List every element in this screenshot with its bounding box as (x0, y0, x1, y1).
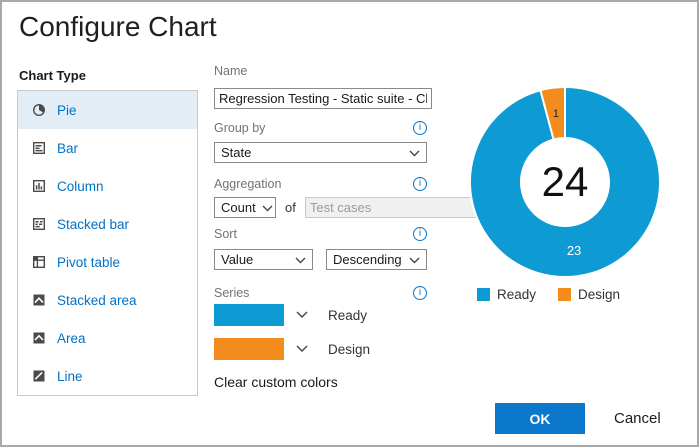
chart-type-item-label: Line (57, 368, 83, 384)
pie-chart-icon (32, 103, 46, 117)
series-label: Series (214, 286, 250, 300)
sort-label-row: Sort i (214, 227, 427, 241)
legend-swatch (558, 288, 572, 301)
chart-type-item-pie[interactable]: Pie (18, 91, 197, 129)
chart-name-input[interactable] (214, 88, 432, 109)
group-by-value: State (221, 145, 252, 160)
series-color-swatch[interactable] (214, 304, 284, 326)
chart-type-item-label: Area (57, 330, 86, 346)
info-icon[interactable]: i (413, 227, 427, 241)
chart-type-label: Chart Type (19, 68, 86, 83)
name-label-row: Name (214, 64, 427, 78)
aggregation-of-label: of (285, 200, 296, 215)
chart-type-item-label: Column (57, 178, 104, 194)
chart-type-item-label: Pivot table (57, 254, 121, 270)
chart-type-item-line[interactable]: Line (18, 357, 197, 395)
aggregation-operator-select[interactable]: Count (214, 197, 276, 218)
bar-chart-icon (32, 141, 46, 155)
series-label-row: Series i (214, 286, 427, 300)
series-name: Ready (328, 307, 368, 323)
chart-legend: Ready Design (477, 287, 620, 302)
clear-custom-colors-link[interactable]: Clear custom colors (214, 374, 338, 390)
chart-type-item-bar[interactable]: Bar (18, 129, 197, 167)
slice-value-label: 23 (567, 243, 581, 258)
pie-slice-ready (469, 85, 661, 278)
chevron-down-icon (409, 252, 420, 267)
chevron-down-icon[interactable] (296, 311, 308, 319)
chevron-down-icon (409, 145, 420, 160)
pie-slice-design (539, 85, 566, 141)
info-icon[interactable]: i (413, 177, 427, 191)
aggregation-operator-value: Count (221, 200, 256, 215)
series-name: Design (328, 341, 371, 357)
slice-value-label: 1 (553, 108, 559, 120)
area-chart-icon (32, 331, 46, 345)
series-color-swatch[interactable] (214, 338, 284, 360)
group-by-select[interactable]: State (214, 142, 427, 163)
cancel-button[interactable]: Cancel (614, 410, 661, 427)
aggregation-row: Count of (214, 197, 491, 218)
group-by-label-row: Group by i (214, 121, 427, 135)
aggregation-label: Aggregation (214, 177, 282, 191)
legend-item-design: Design (558, 287, 620, 302)
chart-type-item-pivot-table[interactable]: Pivot table (18, 243, 197, 281)
legend-label: Design (578, 287, 621, 302)
chart-type-item-area[interactable]: Area (18, 319, 197, 357)
chart-type-item-label: Pie (57, 102, 77, 118)
chart-type-item-stacked-bar[interactable]: Stacked bar (18, 205, 197, 243)
legend-item-ready: Ready (477, 287, 536, 302)
info-icon[interactable]: i (413, 121, 427, 135)
donut-chart-preview: 23 1 (469, 85, 661, 278)
chart-type-item-stacked-area[interactable]: Stacked area (18, 281, 197, 319)
legend-swatch (477, 288, 490, 301)
sort-field-select[interactable]: Value (214, 249, 313, 270)
legend-label: Ready (497, 287, 537, 302)
chevron-down-icon (295, 252, 306, 267)
sort-field-value: Value (221, 252, 254, 267)
chart-type-item-label: Bar (57, 140, 79, 156)
sort-label: Sort (214, 227, 237, 241)
column-chart-icon (32, 179, 46, 193)
info-icon[interactable]: i (413, 286, 427, 300)
aggregation-label-row: Aggregation i (214, 177, 427, 191)
chevron-down-icon[interactable] (296, 345, 308, 353)
line-chart-icon (32, 369, 46, 383)
sort-direction-value: Descending (333, 252, 402, 267)
series-row-design: Design (214, 338, 427, 360)
sort-row: Value Descending (214, 249, 427, 270)
series-row-ready: Ready (214, 304, 427, 326)
name-label: Name (214, 64, 248, 78)
stacked-bar-icon (32, 217, 46, 231)
page-title: Configure Chart (19, 11, 217, 42)
chart-type-item-label: Stacked bar (57, 216, 130, 232)
aggregation-field-input (304, 197, 491, 218)
chart-type-list: Pie Bar Column Stacked bar Pivot table (17, 90, 198, 396)
chart-type-item-column[interactable]: Column (18, 167, 197, 205)
group-by-label: Group by (214, 121, 266, 135)
chevron-down-icon (262, 200, 273, 215)
pivot-table-icon (32, 255, 46, 269)
ok-button[interactable]: OK (495, 403, 585, 434)
chart-type-item-label: Stacked area (57, 292, 137, 308)
stacked-area-icon (32, 293, 46, 307)
sort-direction-select[interactable]: Descending (326, 249, 427, 270)
